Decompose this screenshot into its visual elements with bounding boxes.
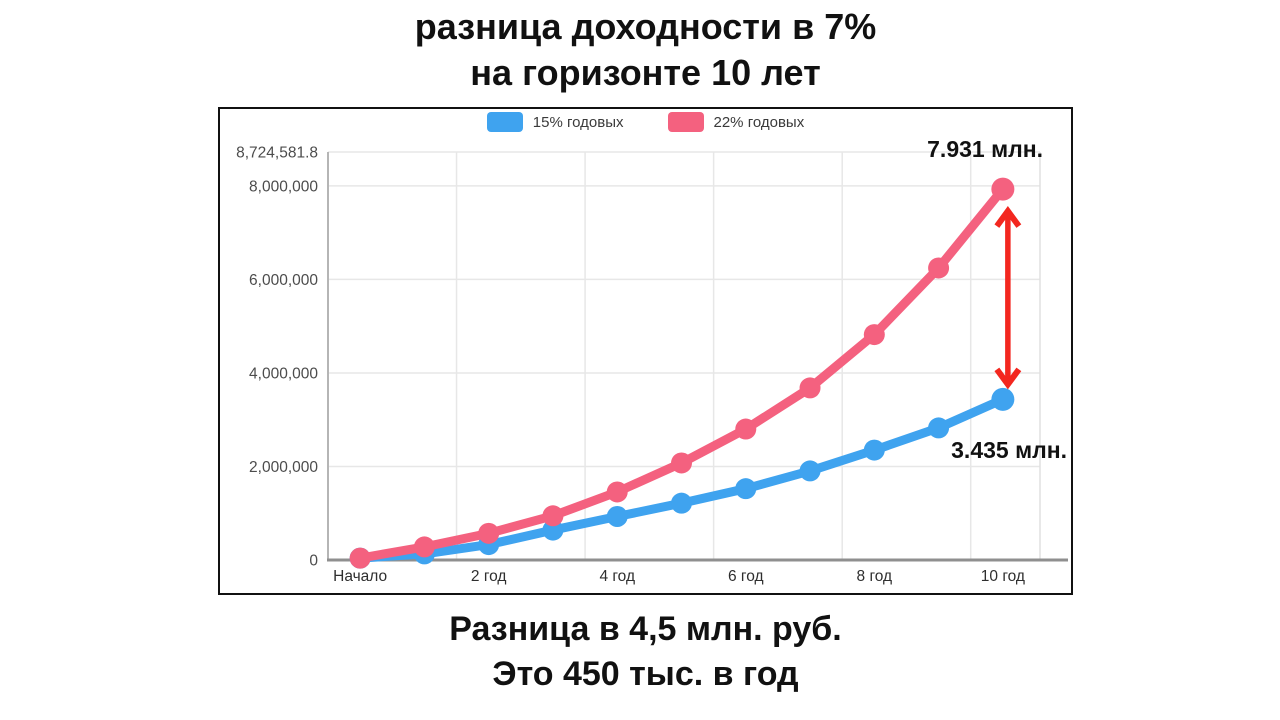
series-marker-22-percent <box>735 418 757 440</box>
x-axis-tick-label: 6 год <box>728 568 764 585</box>
series-marker-22-percent <box>413 536 435 558</box>
y-axis-tick-label: 2,000,000 <box>249 459 318 476</box>
returns-line-chart: 0 2,000,000 4,000,000 6,000,000 8,000,000 8,7… <box>236 145 1068 585</box>
difference-arrow-head-down <box>994 367 1022 390</box>
series-marker-15-percent <box>671 492 692 514</box>
legend-label-15-percent: 15% годовых <box>532 113 624 131</box>
footer-text: Разница в 4,5 млн. руб. Это 450 тыс. в г… <box>218 607 1073 697</box>
page-title-line2: на горизонте 10 лет <box>470 52 821 93</box>
y-axis-tick-label: 8,000,000 <box>249 178 318 195</box>
x-axis-tick-label: 4 год <box>599 568 635 585</box>
series-marker-22-percent <box>863 324 885 346</box>
legend-label-22-percent: 22% годовых <box>713 113 805 131</box>
y-axis-tick-label: 0 <box>309 553 318 570</box>
footer-line1: Разница в 4,5 млн. руб. <box>449 610 842 648</box>
page-title-line1: разница доходности в 7% <box>414 6 877 47</box>
series-marker-22-percent <box>671 452 692 474</box>
legend-item-22-percent: 22% годовых <box>667 112 805 132</box>
x-axis-tick-label: Начало <box>333 568 387 585</box>
y-axis-tick-label: 6,000,000 <box>249 272 318 289</box>
x-axis-tick-label: 2 год <box>471 568 507 585</box>
series-marker-15-percent <box>606 506 628 528</box>
series-marker-15-percent <box>991 387 1015 411</box>
x-axis-tick-label: 8 год <box>857 568 893 585</box>
series-marker-22-percent <box>928 257 950 279</box>
series-marker-22-percent <box>799 377 821 399</box>
series-marker-22-percent <box>991 177 1015 201</box>
series-marker-22-percent <box>349 547 371 569</box>
legend-swatch-blue <box>486 112 523 132</box>
chart-legend: 15% годовых 22% годовых <box>220 112 1071 132</box>
series-marker-22-percent <box>542 505 564 527</box>
x-axis-tick-label: 10 год <box>981 568 1025 585</box>
series-marker-15-percent <box>863 439 885 461</box>
chart-container: 15% годовых 22% годовых 0 2,000,000 4,000,… <box>218 107 1073 595</box>
y-axis-tick-label: 8,724,581.8 <box>236 145 318 162</box>
series-marker-15-percent <box>799 460 821 482</box>
difference-arrow-head-up <box>994 206 1022 228</box>
series-marker-15-percent <box>735 478 757 500</box>
series-marker-22-percent <box>606 481 628 503</box>
series-marker-15-percent <box>928 417 950 439</box>
footer-line2: Это 450 тыс. в год <box>492 655 799 693</box>
legend-swatch-pink <box>667 112 704 132</box>
series-marker-22-percent <box>478 522 500 544</box>
annotation-22-percent-final: 7.931 млн. <box>927 136 1043 162</box>
page-title: разница доходности в 7% на горизонте 10 … <box>218 4 1073 96</box>
annotation-15-percent-final: 3.435 млн. <box>951 437 1067 463</box>
y-axis-tick-label: 4,000,000 <box>249 365 318 382</box>
legend-item-15-percent: 15% годовых <box>486 112 624 132</box>
